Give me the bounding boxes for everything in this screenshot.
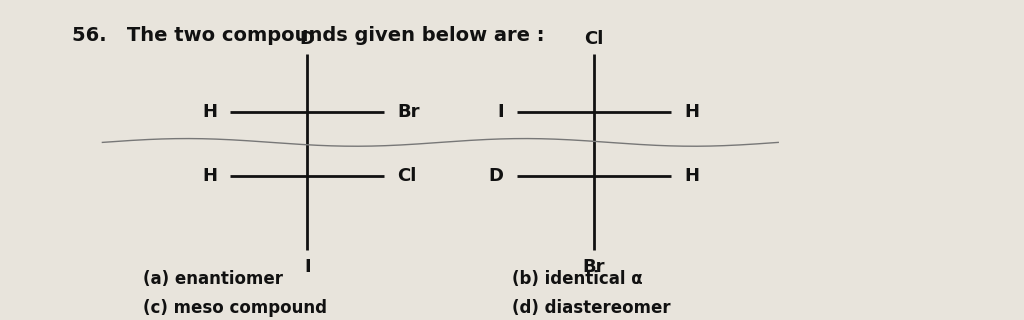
Text: D: D [300, 30, 314, 48]
Text: Cl: Cl [397, 167, 417, 185]
Text: (c) meso compound: (c) meso compound [143, 299, 328, 317]
Text: H: H [684, 103, 699, 121]
Text: (d) diastereomer: (d) diastereomer [512, 299, 671, 317]
Text: H: H [684, 167, 699, 185]
Text: I: I [304, 258, 310, 276]
Text: H: H [202, 103, 217, 121]
Text: Br: Br [397, 103, 420, 121]
Text: H: H [202, 167, 217, 185]
Text: I: I [498, 103, 504, 121]
Text: Br: Br [583, 258, 605, 276]
Text: 56.   The two compounds given below are :: 56. The two compounds given below are : [72, 26, 544, 44]
Text: D: D [488, 167, 504, 185]
Text: (b) identical α: (b) identical α [512, 270, 643, 288]
Text: (a) enantiomer: (a) enantiomer [143, 270, 284, 288]
Text: Cl: Cl [585, 30, 603, 48]
